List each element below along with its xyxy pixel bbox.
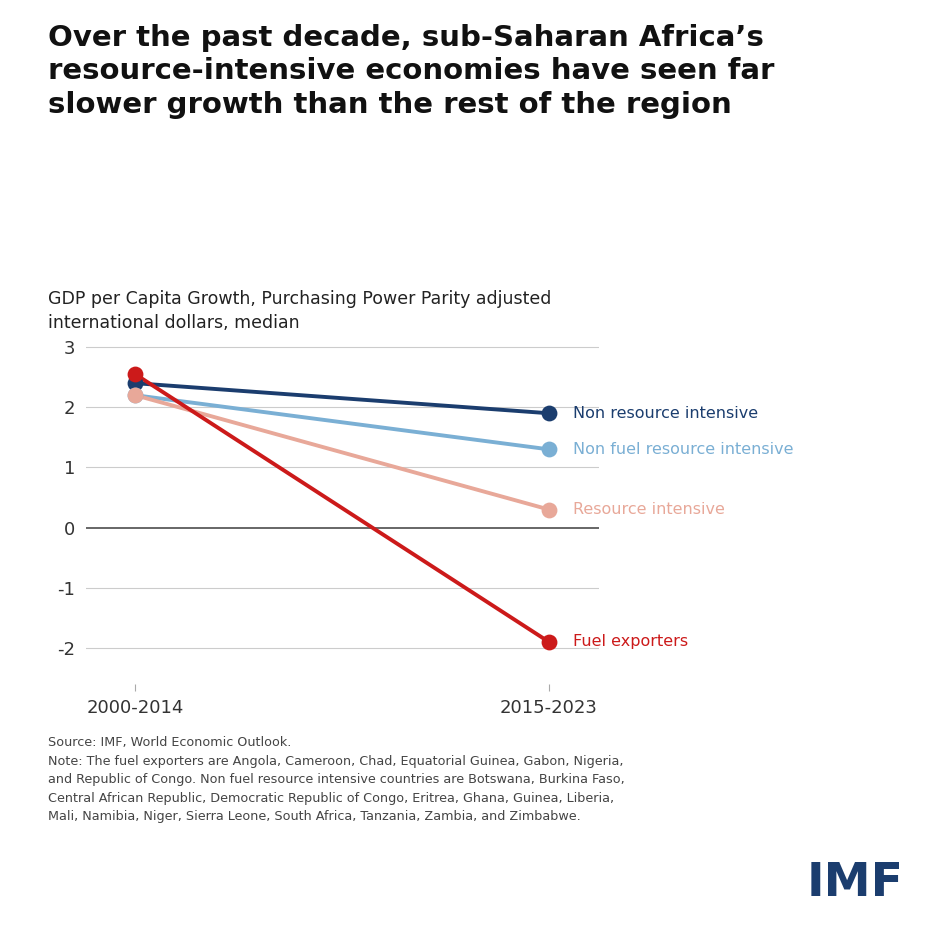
- Text: Over the past decade, sub-Saharan Africa’s
resource-intensive economies have see: Over the past decade, sub-Saharan Africa…: [48, 24, 774, 119]
- Text: Fuel exporters: Fuel exporters: [573, 635, 688, 650]
- Point: [127, 388, 142, 403]
- Text: Source: IMF, World Economic Outlook.
Note: The fuel exporters are Angola, Camero: Source: IMF, World Economic Outlook. Not…: [48, 736, 624, 824]
- Point: [542, 442, 557, 457]
- Text: IMF: IMF: [807, 861, 903, 906]
- Text: Resource intensive: Resource intensive: [573, 502, 725, 517]
- Text: Non resource intensive: Non resource intensive: [573, 406, 758, 421]
- Text: Non fuel resource intensive: Non fuel resource intensive: [573, 442, 793, 457]
- Point: [127, 367, 142, 382]
- Point: [542, 406, 557, 421]
- Point: [542, 502, 557, 517]
- Point: [127, 388, 142, 403]
- Point: [127, 375, 142, 390]
- Point: [542, 635, 557, 650]
- Text: GDP per Capita Growth, Purchasing Power Parity adjusted
international dollars, m: GDP per Capita Growth, Purchasing Power …: [48, 290, 551, 332]
